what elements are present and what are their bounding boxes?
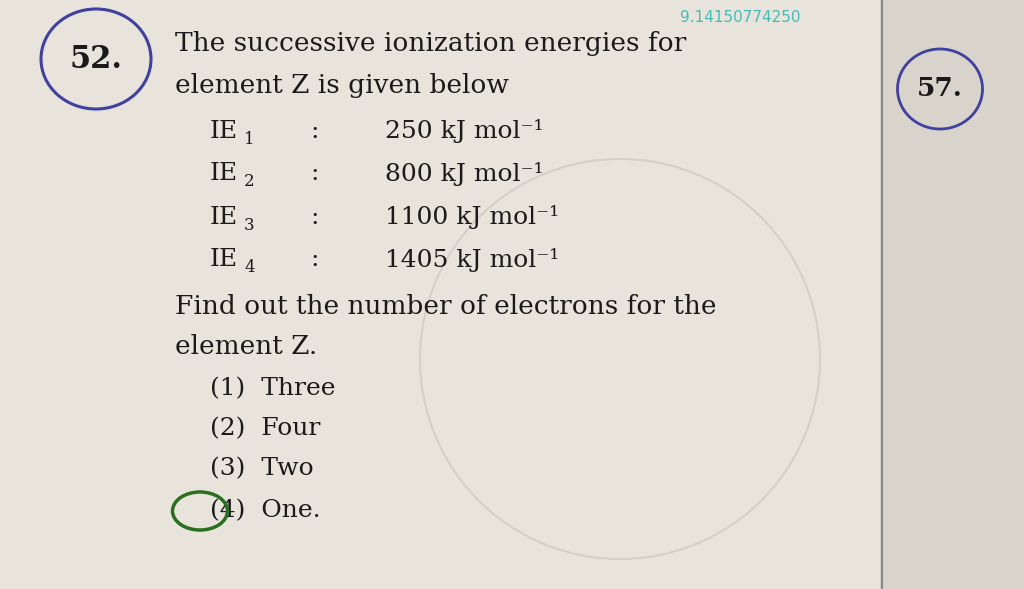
Text: element Z is given below: element Z is given below xyxy=(175,74,509,98)
Text: 4: 4 xyxy=(244,260,255,276)
Text: :: : xyxy=(310,206,318,229)
Text: The successive ionization energies for: The successive ionization energies for xyxy=(175,31,686,57)
Text: 3: 3 xyxy=(244,217,255,233)
Text: 1: 1 xyxy=(244,131,255,147)
Text: IE: IE xyxy=(210,120,239,143)
Text: 57.: 57. xyxy=(918,77,963,101)
Bar xyxy=(0,0,880,589)
Text: :: : xyxy=(310,249,318,272)
Text: (3)  Two: (3) Two xyxy=(210,458,313,481)
Text: IE: IE xyxy=(210,206,239,229)
Text: 52.: 52. xyxy=(70,44,123,74)
Text: 800 kJ mol⁻¹: 800 kJ mol⁻¹ xyxy=(385,162,544,186)
Text: Find out the number of electrons for the: Find out the number of electrons for the xyxy=(175,293,717,319)
Text: (1)  Three: (1) Three xyxy=(210,378,336,401)
Text: 1405 kJ mol⁻¹: 1405 kJ mol⁻¹ xyxy=(385,248,559,272)
Text: 9.14150774250: 9.14150774250 xyxy=(680,9,801,25)
Text: 250 kJ mol⁻¹: 250 kJ mol⁻¹ xyxy=(385,119,544,143)
Text: 1100 kJ mol⁻¹: 1100 kJ mol⁻¹ xyxy=(385,205,559,229)
Text: 2: 2 xyxy=(244,174,255,190)
Text: IE: IE xyxy=(210,249,239,272)
Text: :: : xyxy=(310,120,318,143)
Text: :: : xyxy=(310,163,318,186)
Text: (4)  One.: (4) One. xyxy=(210,499,321,522)
Text: element Z.: element Z. xyxy=(175,333,317,359)
Text: (2)  Four: (2) Four xyxy=(210,418,321,441)
Text: IE: IE xyxy=(210,163,239,186)
